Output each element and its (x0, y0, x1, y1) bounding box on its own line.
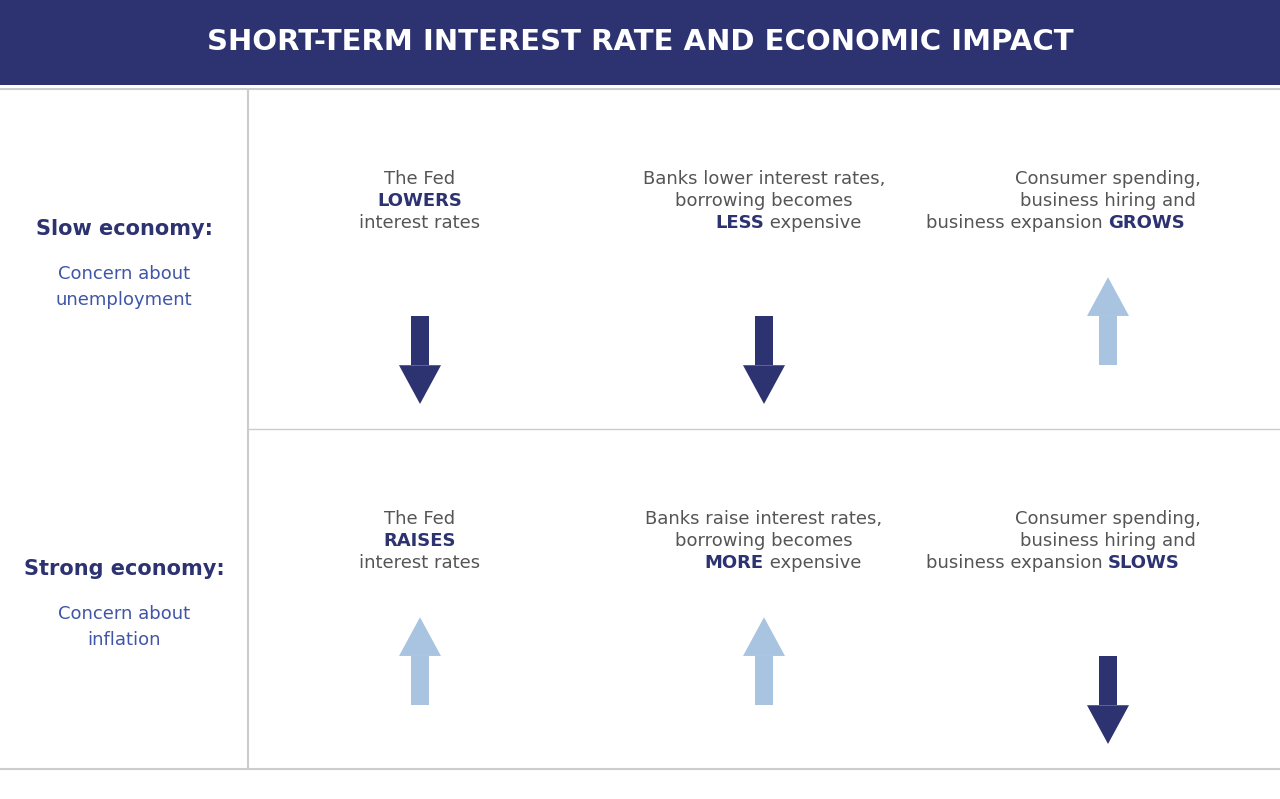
Text: interest rates: interest rates (360, 214, 480, 233)
Text: expensive: expensive (764, 214, 861, 233)
Text: interest rates: interest rates (360, 555, 480, 572)
Bar (1100, 316, 1117, 365)
Text: LESS: LESS (716, 214, 764, 233)
Text: SLOWS: SLOWS (1108, 555, 1180, 572)
Polygon shape (399, 618, 442, 656)
Text: business expansion: business expansion (925, 214, 1108, 233)
Bar (411, 316, 429, 365)
Text: business hiring and: business hiring and (1020, 532, 1196, 551)
Text: GROWS: GROWS (1108, 214, 1185, 233)
Text: borrowing becomes: borrowing becomes (675, 532, 852, 551)
Polygon shape (399, 365, 442, 404)
Polygon shape (1087, 277, 1129, 316)
Text: Consumer spending,: Consumer spending, (1015, 511, 1201, 528)
Text: business expansion: business expansion (925, 555, 1108, 572)
Text: borrowing becomes: borrowing becomes (675, 193, 852, 210)
Text: Strong economy:: Strong economy: (23, 559, 224, 579)
Polygon shape (742, 365, 785, 404)
Text: Consumer spending,: Consumer spending, (1015, 170, 1201, 189)
Bar (1100, 656, 1117, 706)
Bar (755, 656, 773, 706)
Text: business hiring and: business hiring and (1020, 193, 1196, 210)
Text: Banks raise interest rates,: Banks raise interest rates, (645, 511, 883, 528)
Polygon shape (1087, 706, 1129, 744)
Bar (755, 316, 773, 365)
Text: expensive: expensive (764, 555, 861, 572)
Text: Concern about
inflation: Concern about inflation (58, 605, 189, 650)
Text: SHORT-TERM INTEREST RATE AND ECONOMIC IMPACT: SHORT-TERM INTEREST RATE AND ECONOMIC IM… (206, 29, 1074, 57)
Text: LOWERS: LOWERS (378, 193, 462, 210)
Text: RAISES: RAISES (384, 532, 456, 551)
Text: Banks lower interest rates,: Banks lower interest rates, (643, 170, 886, 189)
Polygon shape (742, 618, 785, 656)
Text: Slow economy:: Slow economy: (36, 219, 212, 239)
Text: The Fed: The Fed (384, 511, 456, 528)
Bar (0, 0, 1280, 85)
Text: MORE: MORE (705, 555, 764, 572)
Text: The Fed: The Fed (384, 170, 456, 189)
Text: Concern about
unemployment: Concern about unemployment (56, 264, 192, 309)
Bar (411, 656, 429, 706)
